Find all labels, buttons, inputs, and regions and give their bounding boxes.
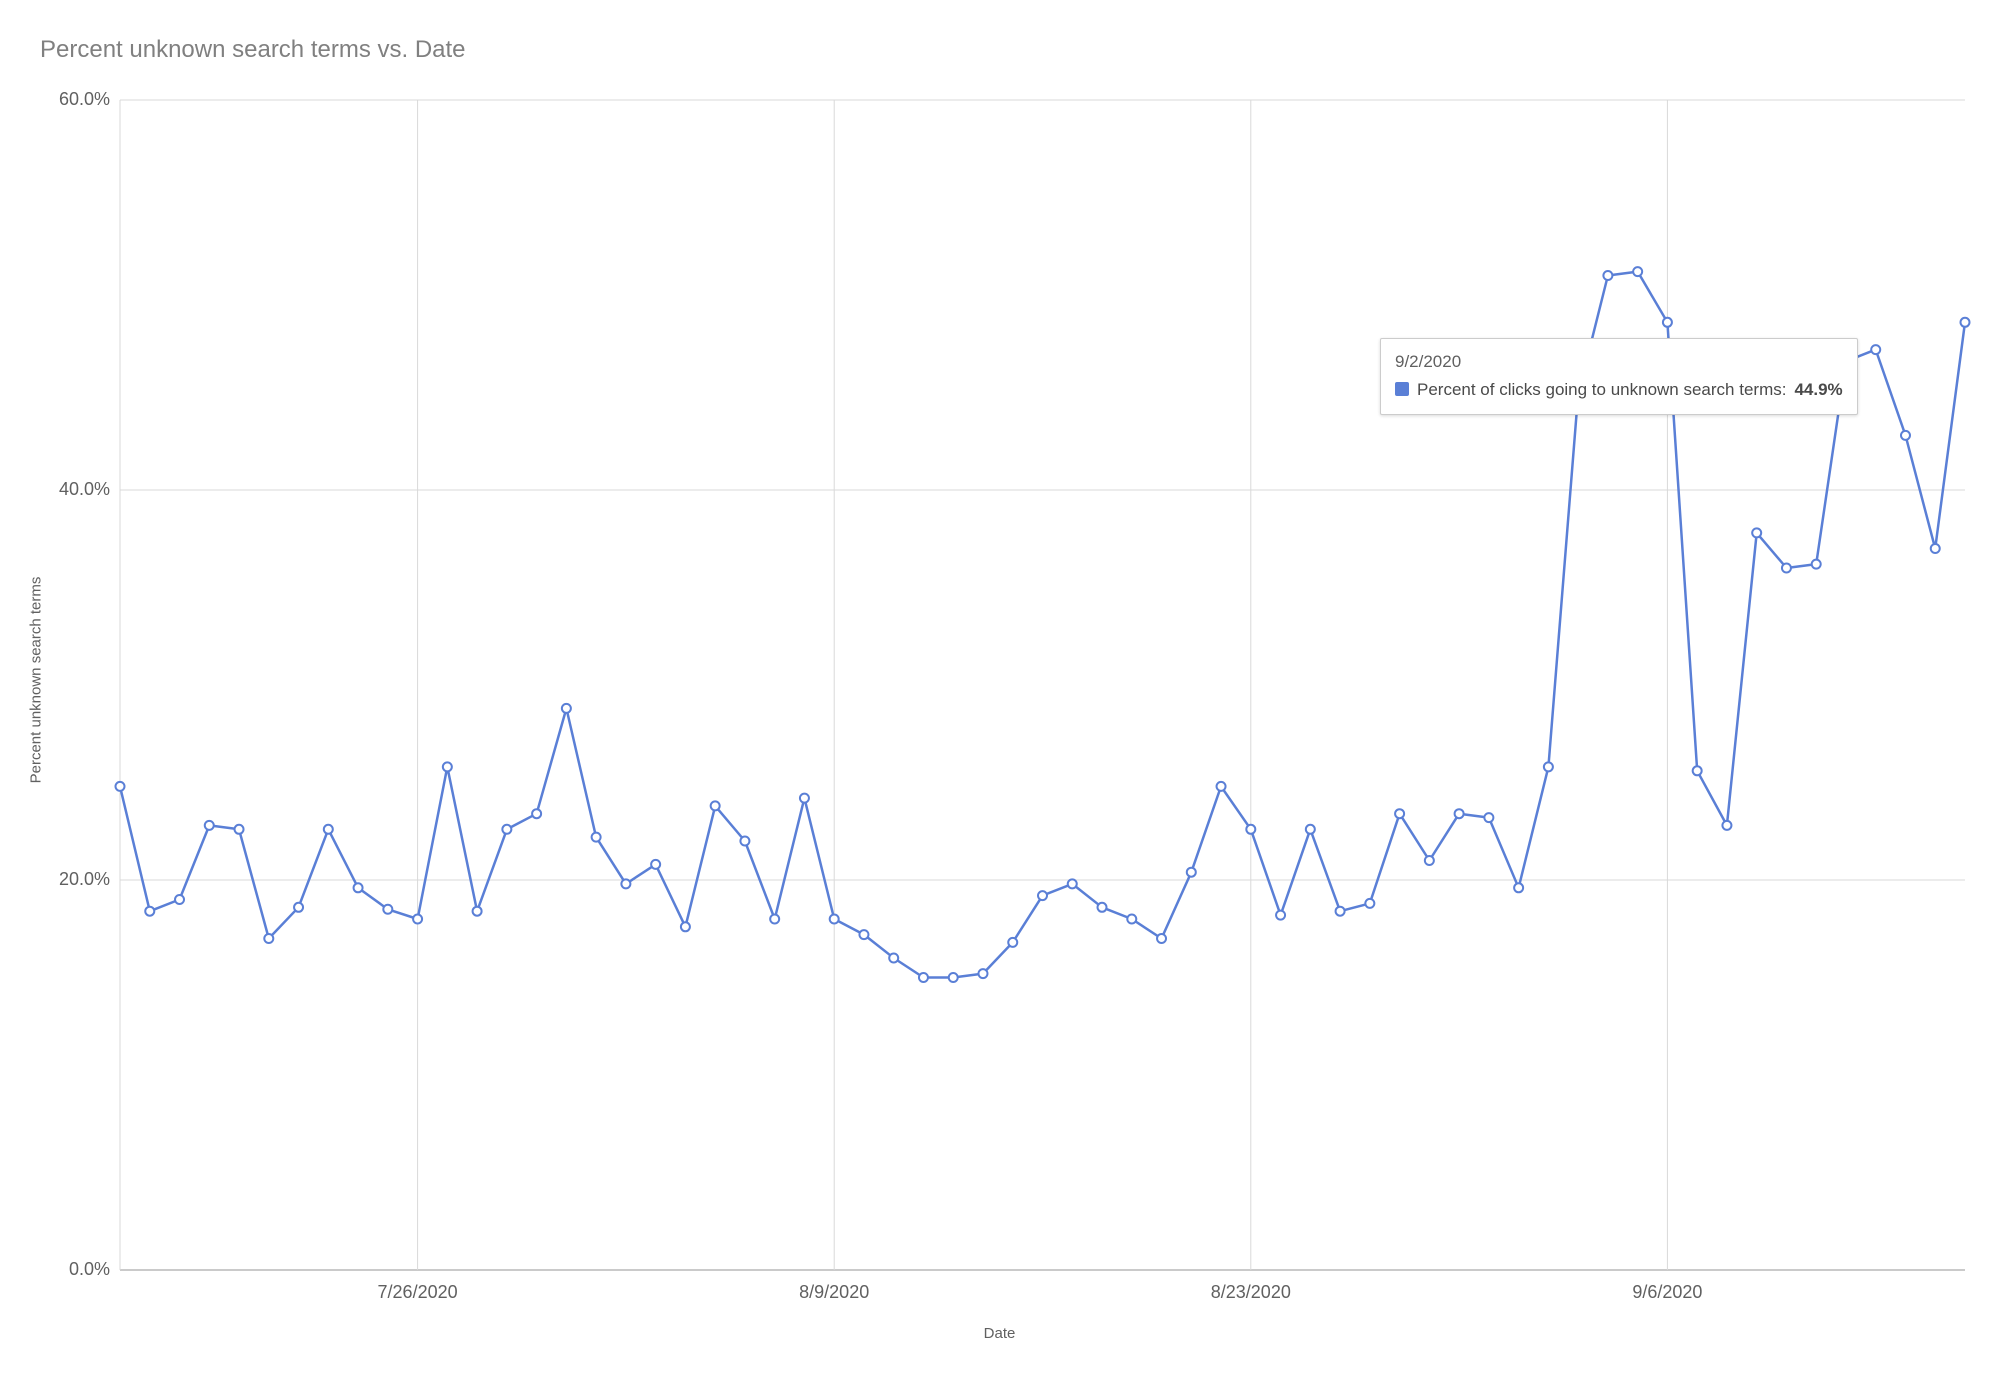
tooltip-series-row: Percent of clicks going to unknown searc… [1395,377,1843,403]
y-tick-label: 0.0% [20,1259,110,1280]
tooltip-date: 9/2/2020 [1395,349,1843,375]
chart-tooltip: 9/2/2020 Percent of clicks going to unkn… [1380,338,1858,415]
tooltip-series-label: Percent of clicks going to unknown searc… [1417,377,1786,403]
tooltip-value: 44.9% [1794,377,1842,403]
y-tick-label: 60.0% [20,89,110,110]
y-tick-label: 20.0% [20,869,110,890]
tooltip-swatch-icon [1395,382,1409,396]
x-tick-label: 9/6/2020 [1632,1282,1702,1303]
x-tick-label: 8/23/2020 [1211,1282,1291,1303]
y-tick-label: 40.0% [20,479,110,500]
x-tick-label: 7/26/2020 [378,1282,458,1303]
line-chart[interactable] [0,0,1999,1380]
x-axis-title: Date [0,1325,1999,1342]
y-axis-title: Percent unknown search terms [28,577,45,784]
x-tick-label: 8/9/2020 [799,1282,869,1303]
chart-container: Percent unknown search terms vs. Date Pe… [0,0,1999,1380]
